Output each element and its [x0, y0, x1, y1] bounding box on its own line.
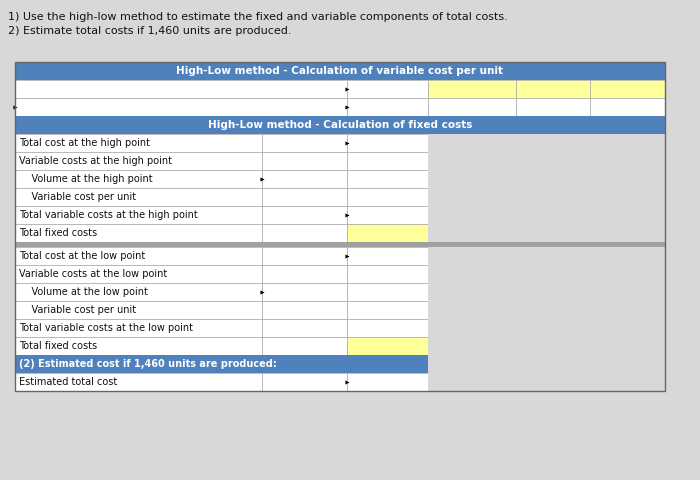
Bar	[346, 224, 428, 242]
Bar	[262, 373, 346, 391]
Bar	[590, 98, 665, 116]
Bar	[515, 98, 590, 116]
Text: Variable cost per unit: Variable cost per unit	[19, 305, 136, 315]
Bar	[346, 301, 428, 319]
Bar	[15, 242, 665, 247]
Bar	[15, 134, 262, 152]
Text: Total fixed costs: Total fixed costs	[19, 228, 97, 238]
Text: Total variable costs at the high point: Total variable costs at the high point	[19, 210, 197, 220]
Bar	[590, 80, 665, 98]
Bar	[428, 98, 515, 116]
Bar	[15, 62, 665, 80]
Bar	[15, 319, 262, 337]
Bar	[428, 265, 665, 283]
Text: Total cost at the low point: Total cost at the low point	[19, 251, 146, 261]
Bar	[262, 170, 346, 188]
Bar	[428, 319, 665, 337]
Bar	[346, 80, 428, 98]
Bar	[428, 373, 665, 391]
Bar	[346, 98, 428, 116]
Bar	[515, 80, 590, 98]
Bar	[346, 188, 428, 206]
Text: Variable costs at the high point: Variable costs at the high point	[19, 156, 172, 166]
Bar	[428, 134, 665, 152]
Bar	[15, 337, 262, 355]
Text: High-Low method - Calculation of fixed costs: High-Low method - Calculation of fixed c…	[208, 120, 472, 130]
Bar	[15, 152, 262, 170]
Text: (2) Estimated cost if 1,460 units are produced:: (2) Estimated cost if 1,460 units are pr…	[19, 359, 276, 369]
Bar	[262, 224, 346, 242]
Text: Total cost at the high point: Total cost at the high point	[19, 138, 150, 148]
Bar	[346, 170, 428, 188]
Bar	[428, 247, 665, 265]
Bar	[15, 116, 665, 134]
Bar	[346, 152, 428, 170]
Bar	[15, 247, 262, 265]
Bar	[428, 170, 665, 188]
Bar	[15, 265, 262, 283]
Bar	[428, 224, 665, 242]
Bar	[15, 224, 262, 242]
Bar	[346, 373, 428, 391]
Bar	[346, 283, 428, 301]
Bar	[15, 98, 346, 116]
Bar	[428, 152, 665, 170]
Bar	[262, 247, 346, 265]
Bar	[15, 283, 262, 301]
Bar	[15, 301, 262, 319]
Text: Variable costs at the low point: Variable costs at the low point	[19, 269, 167, 279]
Text: Total fixed costs: Total fixed costs	[19, 341, 97, 351]
Bar	[15, 206, 262, 224]
Bar	[346, 134, 428, 152]
Bar	[346, 337, 428, 355]
Bar	[262, 283, 346, 301]
Bar	[428, 337, 665, 355]
Bar	[428, 283, 665, 301]
Bar	[346, 206, 428, 224]
Text: Estimated total cost: Estimated total cost	[19, 377, 118, 387]
Text: Variable cost per unit: Variable cost per unit	[19, 192, 136, 202]
Bar	[428, 206, 665, 224]
Bar	[262, 188, 346, 206]
Bar	[15, 373, 262, 391]
Bar	[262, 319, 346, 337]
Bar	[15, 170, 262, 188]
Bar	[262, 152, 346, 170]
Bar	[346, 247, 428, 265]
Bar	[428, 188, 665, 206]
Text: 1) Use the high-low method to estimate the fixed and variable components of tota: 1) Use the high-low method to estimate t…	[8, 12, 507, 22]
Bar	[428, 301, 665, 319]
Bar	[262, 265, 346, 283]
Text: Volume at the high point: Volume at the high point	[19, 174, 153, 184]
Bar	[15, 80, 346, 98]
Bar	[262, 206, 346, 224]
Text: High-Low method - Calculation of variable cost per unit: High-Low method - Calculation of variabl…	[176, 66, 503, 76]
Bar	[428, 80, 515, 98]
Bar	[15, 355, 428, 373]
Text: Total variable costs at the low point: Total variable costs at the low point	[19, 323, 193, 333]
Bar	[346, 319, 428, 337]
Text: Volume at the low point: Volume at the low point	[19, 287, 148, 297]
Bar	[262, 301, 346, 319]
Bar	[262, 337, 346, 355]
Bar	[15, 62, 665, 391]
Text: 2) Estimate total costs if 1,460 units are produced.: 2) Estimate total costs if 1,460 units a…	[8, 26, 291, 36]
Bar	[262, 134, 346, 152]
Bar	[15, 188, 262, 206]
Bar	[346, 265, 428, 283]
Bar	[428, 355, 665, 373]
